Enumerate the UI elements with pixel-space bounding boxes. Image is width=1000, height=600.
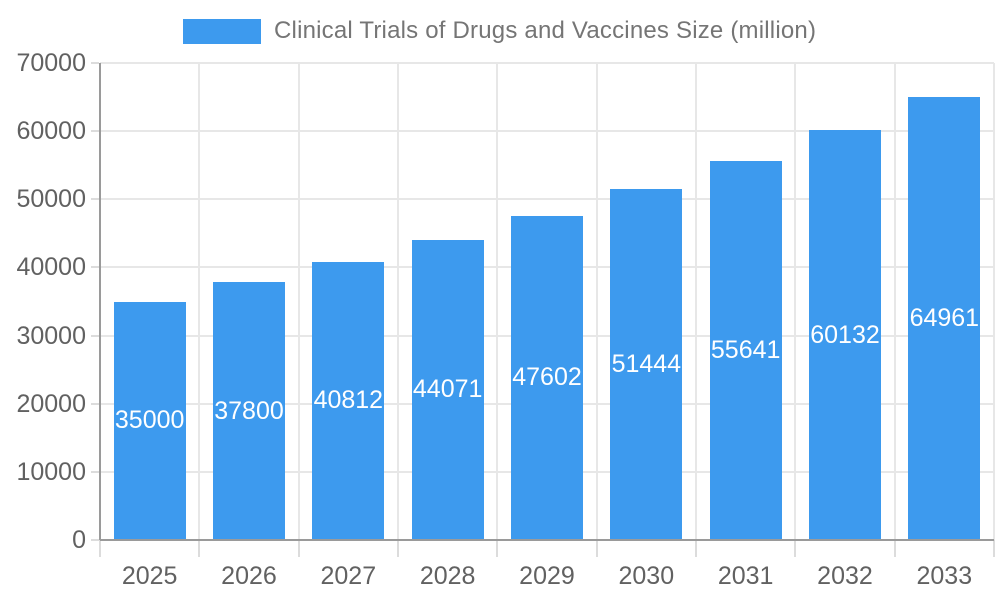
x-axis-tick (695, 540, 697, 557)
legend-swatch-icon (183, 18, 261, 44)
x-gridline (297, 63, 300, 540)
y-axis-tick (91, 198, 99, 201)
x-axis-tick (496, 540, 499, 557)
x-axis-label: 2025 (121, 562, 178, 590)
bar-value-label: 37800 (214, 396, 284, 425)
bar: 47602 (511, 215, 583, 540)
x-axis-tick (198, 540, 201, 557)
bar-value-label: 40812 (313, 386, 384, 415)
x-axis-label: 2030 (618, 562, 675, 590)
x-axis-tick (397, 540, 399, 557)
x-gridline (198, 63, 201, 540)
bar-value-label: 44071 (412, 375, 483, 404)
plot-area: 0 10000 20000 30000 40000 50000 60000 70000 3500… (16, 50, 995, 589)
bar: 51444 (610, 189, 683, 540)
y-axis-tick (91, 402, 99, 405)
x-axis-tick (595, 540, 598, 557)
x-axis-tick (99, 540, 101, 557)
x-axis-tick (993, 540, 995, 557)
bar-value-label: 47602 (512, 363, 582, 392)
x-axis-label: 2027 (320, 562, 377, 590)
y-gridline (100, 62, 994, 64)
y-axis-label: 20000 (16, 389, 86, 418)
x-axis-label: 2029 (519, 562, 575, 590)
bar: 64961 (908, 97, 981, 540)
x-gridline (794, 63, 797, 540)
y-axis-label: 0 (72, 526, 86, 554)
y-axis-tick (91, 334, 99, 337)
x-gridline (893, 63, 896, 540)
y-axis-tick (91, 266, 99, 269)
bar-value-label: 64961 (909, 304, 980, 333)
y-axis-tick (91, 470, 99, 473)
x-gridline (595, 63, 598, 540)
x-axis-tick (794, 540, 797, 557)
y-axis-label: 10000 (16, 457, 86, 486)
y-axis-line (99, 63, 101, 540)
bar-value-label: 55641 (710, 335, 781, 364)
legend: Clinical Trials of Drugs and Vaccines Si… (183, 14, 816, 48)
x-gridline (496, 63, 499, 540)
bar: 60132 (809, 130, 881, 540)
x-gridline (397, 63, 399, 540)
bar-value-label: 35000 (114, 406, 185, 435)
x-axis-tick (297, 540, 300, 557)
y-axis-tick (91, 539, 99, 541)
bar: 55641 (709, 160, 782, 540)
bar: 44071 (411, 239, 484, 540)
y-axis-label: 60000 (16, 117, 86, 146)
x-axis-tick (893, 540, 896, 557)
y-axis-label: 40000 (16, 253, 86, 282)
y-axis-label: 50000 (16, 185, 86, 214)
bar: 35000 (113, 301, 186, 540)
y-axis-tick (91, 130, 99, 133)
x-axis-label: 2028 (419, 562, 476, 590)
bar-value-label: 51444 (611, 350, 682, 379)
x-axis-label: 2033 (916, 562, 973, 590)
x-axis-label: 2031 (717, 562, 774, 590)
bar-value-label: 60132 (810, 320, 880, 349)
y-axis-label: 70000 (16, 49, 86, 77)
legend-label: Clinical Trials of Drugs and Vaccines Si… (274, 17, 817, 44)
x-axis-label: 2032 (817, 562, 873, 590)
y-axis-tick (91, 62, 99, 64)
x-gridline (993, 63, 995, 540)
bar: 40812 (312, 261, 385, 540)
bar: 37800 (213, 282, 285, 540)
y-axis-label: 30000 (16, 321, 86, 350)
x-axis-label: 2026 (221, 562, 277, 590)
x-gridline (695, 63, 697, 540)
